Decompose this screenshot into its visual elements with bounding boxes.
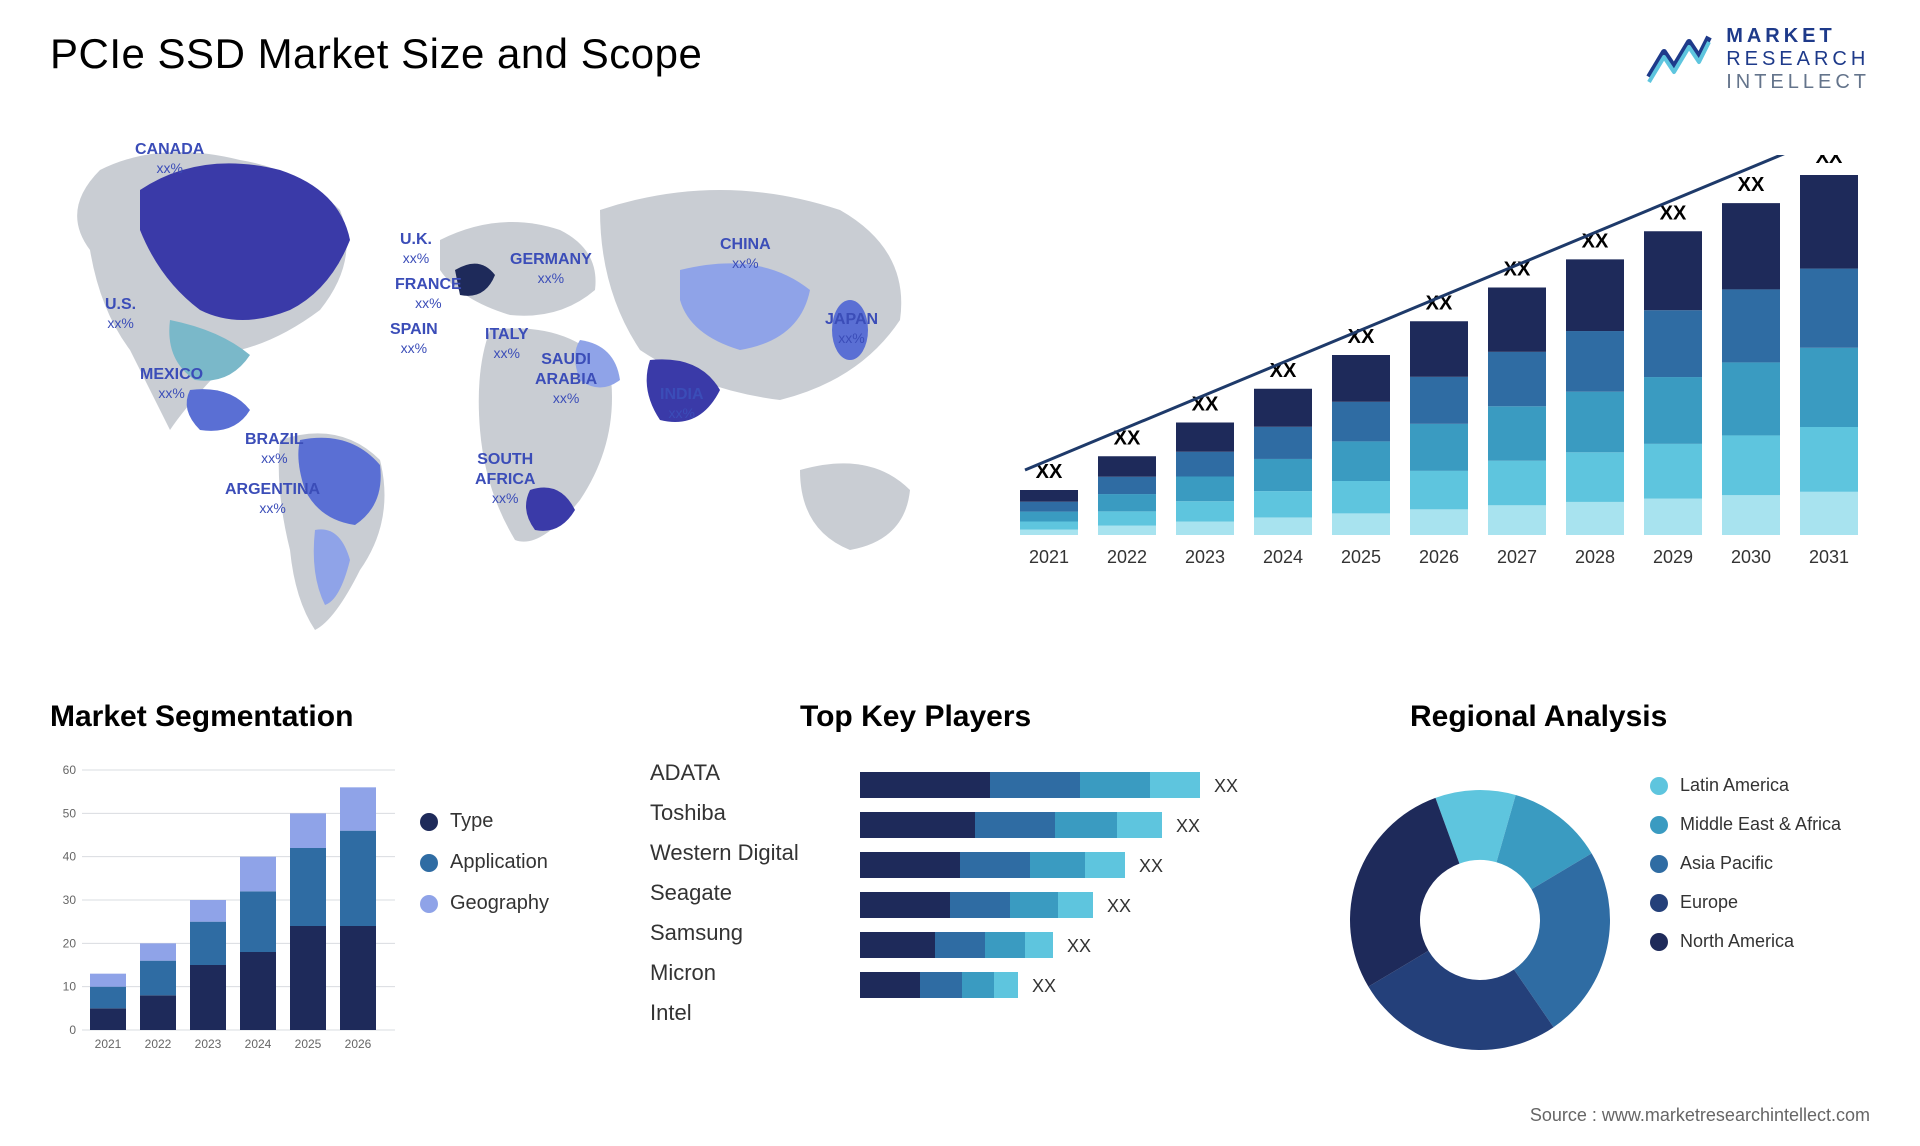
svg-text:2025: 2025 — [295, 1037, 322, 1051]
map-label: GERMANYxx% — [510, 250, 592, 288]
map-label: INDIAxx% — [660, 385, 704, 423]
top-players-section: Top Key Players ADATA Toshiba Western Digi… — [650, 700, 1290, 1080]
legend-item: Type — [420, 810, 549, 833]
svg-text:0: 0 — [69, 1023, 76, 1037]
svg-text:2029: 2029 — [1653, 547, 1693, 567]
map-label: FRANCExx% — [395, 275, 462, 313]
player-name: Seagate — [650, 880, 840, 906]
svg-text:XX: XX — [1032, 976, 1056, 996]
map-label: CANADAxx% — [135, 140, 204, 178]
top-players-list: ADATA Toshiba Western Digital Seagate Samsun… — [650, 760, 840, 1040]
logo-line1: MARKET — [1726, 25, 1870, 48]
map-label: JAPANxx% — [825, 310, 878, 348]
logo-line3: INTELLECT — [1726, 71, 1870, 94]
logo-line2: RESEARCH — [1726, 48, 1870, 71]
svg-text:10: 10 — [63, 980, 77, 994]
svg-text:XX: XX — [1660, 202, 1687, 224]
map-label: ITALYxx% — [485, 325, 529, 363]
svg-text:60: 60 — [63, 763, 77, 777]
source-attribution: Source : www.marketresearchintellect.com — [1530, 1105, 1870, 1126]
svg-text:XX: XX — [1067, 936, 1091, 956]
player-name: Western Digital — [650, 840, 840, 866]
map-label: CHINAxx% — [720, 235, 771, 273]
top-players-title: Top Key Players — [800, 700, 1031, 734]
segmentation-chart: 0 10 20 30 40 50 60 2021 2022 2023 2024 2025 2026 — [50, 760, 400, 1060]
segmentation-section: Market Segmentation 0 10 20 30 40 50 60 2021 202… — [50, 700, 610, 1070]
map-label: SOUTHAFRICAxx% — [475, 450, 535, 508]
legend-item: Latin America — [1650, 775, 1841, 796]
map-label: ARGENTINAxx% — [225, 480, 320, 518]
segmentation-legend: Type Application Geography — [420, 810, 549, 933]
map-label: U.S.xx% — [105, 295, 136, 333]
svg-text:2023: 2023 — [1185, 547, 1225, 567]
svg-text:2026: 2026 — [1419, 547, 1459, 567]
regional-donut — [1330, 770, 1630, 1075]
legend-item: Asia Pacific — [1650, 853, 1841, 874]
brand-logo: MARKET RESEARCH INTELLECT — [1644, 25, 1870, 94]
page-title: PCIe SSD Market Size and Scope — [50, 30, 702, 78]
map-label: SAUDIARABIAxx% — [535, 350, 597, 408]
legend-item: Europe — [1650, 892, 1841, 913]
svg-text:XX: XX — [1426, 292, 1453, 314]
svg-text:2030: 2030 — [1731, 547, 1771, 567]
svg-text:50: 50 — [63, 806, 77, 820]
svg-text:XX: XX — [1738, 174, 1765, 196]
map-label: U.K.xx% — [400, 230, 432, 268]
legend-item: Geography — [420, 892, 549, 915]
player-name: Toshiba — [650, 800, 840, 826]
svg-text:2021: 2021 — [95, 1037, 122, 1051]
player-name: Samsung — [650, 920, 840, 946]
svg-text:XX: XX — [1176, 816, 1200, 836]
main-chart-svg: XX2021XX2022XX2023XX2024XX2025XX2026XX20… — [1010, 155, 1870, 595]
svg-text:2022: 2022 — [1107, 547, 1147, 567]
svg-text:XX: XX — [1214, 776, 1238, 796]
svg-text:2024: 2024 — [245, 1037, 272, 1051]
logo-icon — [1644, 32, 1714, 87]
legend-item: Middle East & Africa — [1650, 814, 1841, 835]
player-name: Intel — [650, 1000, 840, 1026]
legend-item: North America — [1650, 931, 1841, 952]
svg-text:2023: 2023 — [195, 1037, 222, 1051]
main-growth-chart: XX2021XX2022XX2023XX2024XX2025XX2026XX20… — [1010, 155, 1870, 595]
svg-text:20: 20 — [63, 936, 77, 950]
regional-section: Regional Analysis Latin America Middle Ea… — [1330, 700, 1890, 1080]
player-name: Micron — [650, 960, 840, 986]
map-label: BRAZILxx% — [245, 430, 304, 468]
map-label: MEXICOxx% — [140, 365, 203, 403]
svg-text:XX: XX — [1139, 856, 1163, 876]
svg-text:2022: 2022 — [145, 1037, 172, 1051]
regional-title: Regional Analysis — [1410, 700, 1667, 734]
svg-text:2026: 2026 — [345, 1037, 372, 1051]
world-map: CANADAxx% U.S.xx% MEXICOxx% BRAZILxx% ARGENT… — [40, 130, 960, 650]
regional-legend: Latin America Middle East & Africa Asia Pa… — [1650, 775, 1841, 970]
svg-text:2021: 2021 — [1029, 547, 1069, 567]
player-name: ADATA — [650, 760, 840, 786]
legend-item: Application — [420, 851, 549, 874]
svg-text:2031: 2031 — [1809, 547, 1849, 567]
svg-text:2027: 2027 — [1497, 547, 1537, 567]
segmentation-title: Market Segmentation — [50, 700, 353, 734]
top-players-bars: XX XX XX XX XX XX — [860, 772, 1280, 1057]
map-label: SPAINxx% — [390, 320, 438, 358]
svg-text:30: 30 — [63, 893, 77, 907]
svg-text:2028: 2028 — [1575, 547, 1615, 567]
svg-text:XX: XX — [1192, 394, 1219, 416]
svg-text:2024: 2024 — [1263, 547, 1303, 567]
svg-text:XX: XX — [1816, 155, 1843, 168]
svg-text:2025: 2025 — [1341, 547, 1381, 567]
svg-text:40: 40 — [63, 850, 77, 864]
svg-text:XX: XX — [1107, 896, 1131, 916]
